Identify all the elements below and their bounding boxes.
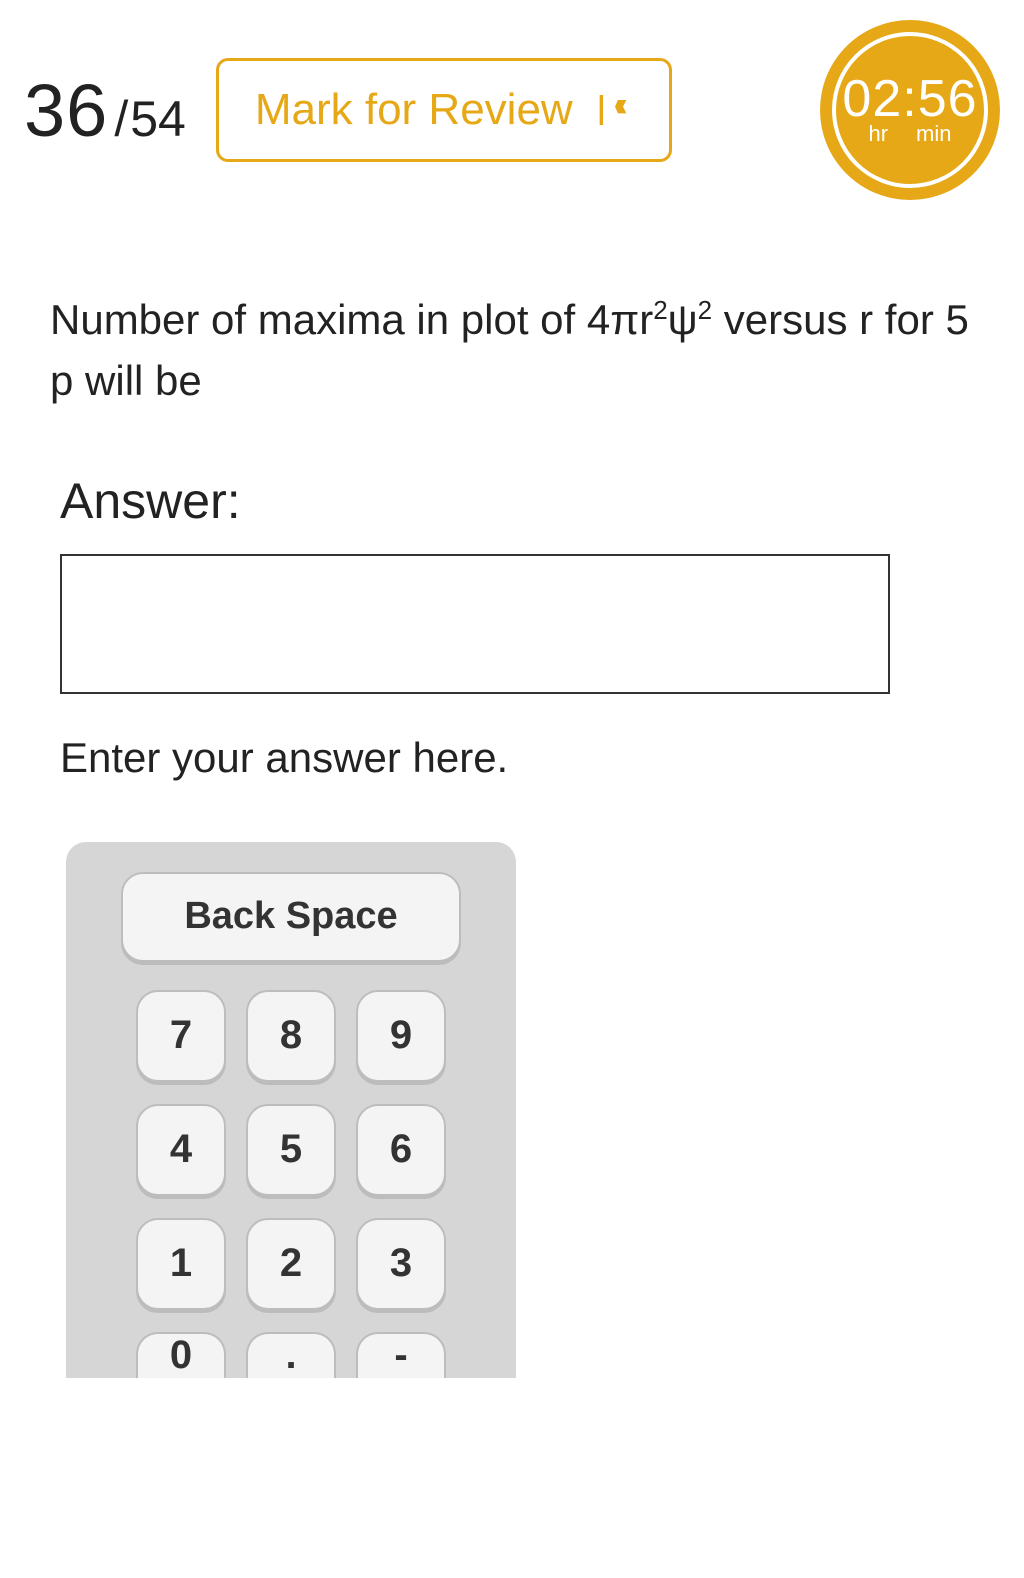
counter-separator: / [114,90,128,148]
question-text-part: Number of maxima in plot of 4πr [50,296,653,343]
keypad-row: 7 8 9 [96,990,486,1082]
key-dot[interactable]: . [246,1332,336,1378]
key-2[interactable]: 2 [246,1218,336,1310]
numeric-keypad: Back Space 7 8 9 4 5 6 1 2 3 0 . - [66,842,516,1378]
keypad-row: 0 . - [96,1332,486,1378]
timer-min-label: min [916,121,951,147]
answer-label: Answer: [60,472,974,530]
flag-icon [593,90,633,130]
timer-value: 02:56 [842,73,977,125]
question-superscript: 2 [653,295,667,325]
total-questions: 54 [130,90,186,148]
key-3[interactable]: 3 [356,1218,446,1310]
key-1[interactable]: 1 [136,1218,226,1310]
keypad-row: 4 5 6 [96,1104,486,1196]
timer: 02:56 hr min [820,20,1000,200]
question-counter: 36 / 54 [24,68,186,153]
answer-hint: Enter your answer here. [60,734,974,782]
key-0[interactable]: 0 [136,1332,226,1378]
current-question-number: 36 [24,68,108,153]
question-superscript: 2 [698,295,712,325]
keypad-row: 1 2 3 [96,1218,486,1310]
answer-section: Answer: Enter your answer here. [0,412,1024,782]
answer-input[interactable] [60,554,890,694]
key-9[interactable]: 9 [356,990,446,1082]
backspace-key[interactable]: Back Space [121,872,461,962]
timer-hr-label: hr [868,121,888,147]
question-text: Number of maxima in plot of 4πr2ψ2 versu… [0,200,1024,412]
key-5[interactable]: 5 [246,1104,336,1196]
key-7[interactable]: 7 [136,990,226,1082]
header: 36 / 54 Mark for Review 02:56 hr min [0,0,1024,200]
key-minus[interactable]: - [356,1332,446,1378]
question-text-part: ψ [668,296,698,343]
key-4[interactable]: 4 [136,1104,226,1196]
key-6[interactable]: 6 [356,1104,446,1196]
mark-review-label: Mark for Review [255,85,573,135]
key-8[interactable]: 8 [246,990,336,1082]
mark-for-review-button[interactable]: Mark for Review [216,58,672,162]
